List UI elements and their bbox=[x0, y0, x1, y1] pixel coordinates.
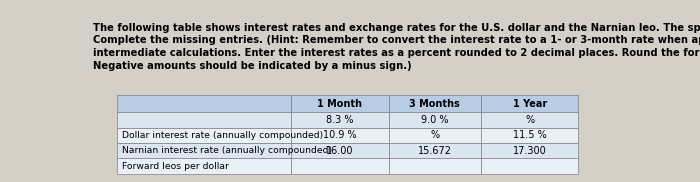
Text: %: % bbox=[525, 115, 534, 125]
Bar bbox=[389, 159, 481, 174]
Bar bbox=[118, 143, 291, 159]
Text: The following table shows interest rates and exchange rates for the U.S. dollar : The following table shows interest rates… bbox=[93, 23, 700, 71]
Bar bbox=[481, 143, 578, 159]
Text: Dollar interest rate (annually compounded): Dollar interest rate (annually compounde… bbox=[122, 131, 323, 140]
Text: 8.3 %: 8.3 % bbox=[326, 115, 354, 125]
Text: Forward leos per dollar: Forward leos per dollar bbox=[122, 162, 229, 171]
Text: 1 Month: 1 Month bbox=[317, 99, 363, 109]
Bar bbox=[481, 159, 578, 174]
Bar bbox=[291, 128, 389, 143]
Bar bbox=[389, 95, 481, 112]
Text: 16.00: 16.00 bbox=[326, 146, 354, 156]
Bar bbox=[291, 143, 389, 159]
Bar bbox=[291, 112, 389, 128]
Bar bbox=[118, 95, 291, 112]
Bar bbox=[291, 95, 389, 112]
Text: 11.5 %: 11.5 % bbox=[513, 130, 547, 140]
Text: %: % bbox=[430, 130, 440, 140]
Text: 1 Year: 1 Year bbox=[512, 99, 547, 109]
Bar bbox=[291, 159, 389, 174]
Bar bbox=[389, 112, 481, 128]
Bar bbox=[481, 128, 578, 143]
Bar bbox=[389, 143, 481, 159]
Text: 9.0 %: 9.0 % bbox=[421, 115, 449, 125]
Text: 15.672: 15.672 bbox=[418, 146, 452, 156]
Text: Narnian interest rate (annually compounded): Narnian interest rate (annually compound… bbox=[122, 146, 332, 155]
Text: 17.300: 17.300 bbox=[513, 146, 547, 156]
Bar bbox=[481, 112, 578, 128]
Bar bbox=[481, 95, 578, 112]
Bar bbox=[118, 159, 291, 174]
Bar bbox=[389, 128, 481, 143]
Text: 3 Months: 3 Months bbox=[410, 99, 460, 109]
Text: 10.9 %: 10.9 % bbox=[323, 130, 356, 140]
Bar bbox=[118, 128, 291, 143]
Bar bbox=[118, 112, 291, 128]
